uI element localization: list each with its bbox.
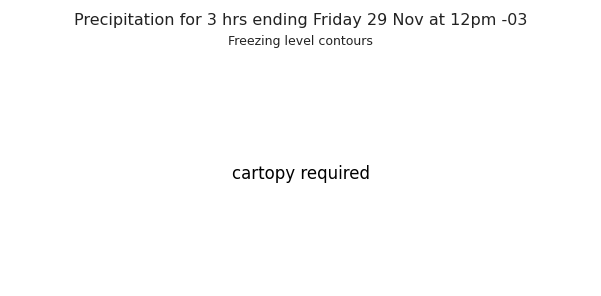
Text: Precipitation for 3 hrs ending Friday 29 Nov at 12pm -03: Precipitation for 3 hrs ending Friday 29… xyxy=(74,13,527,28)
Text: Freezing level contours: Freezing level contours xyxy=(228,35,373,48)
Text: cartopy required: cartopy required xyxy=(231,165,370,183)
